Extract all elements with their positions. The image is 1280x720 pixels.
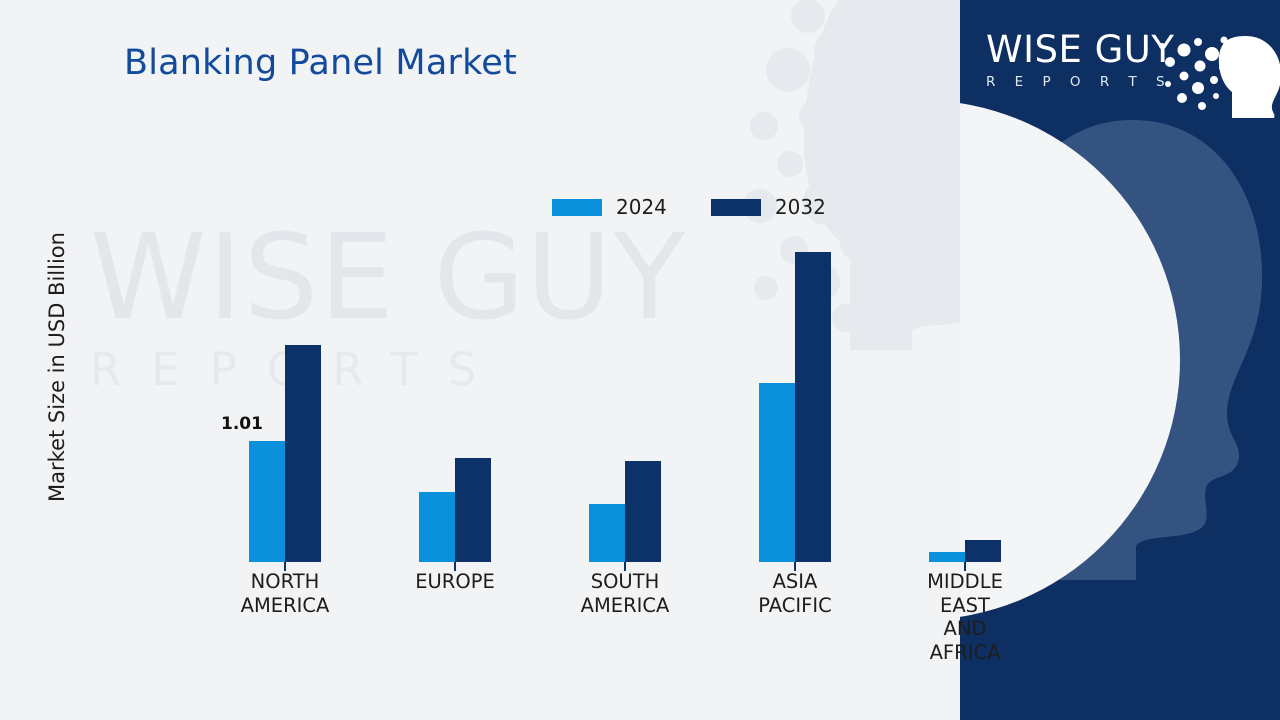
y-axis-label: Market Size in USD Billion [45, 232, 69, 502]
category-label-line: NORTH [250, 570, 320, 593]
bar-2032[interactable] [625, 461, 661, 562]
category-label-line: SOUTH [590, 570, 660, 593]
category-label-line: AMERICA [580, 593, 670, 617]
bar-group: ASIA PACIFIC [720, 200, 870, 617]
chart-plot-area: Market Size in USD Billion 1.01 NORTH AMER… [45, 200, 1003, 664]
bar-group: 1.01 NORTH AMERICA [210, 200, 360, 617]
category-label-line: AFRICA [929, 640, 1001, 664]
legend-label-2032: 2032 [774, 195, 826, 219]
category-label-line: MIDDLE [927, 570, 1003, 593]
axis-tick [624, 562, 626, 571]
bar-2032[interactable] [285, 345, 321, 562]
category-label: NORTH AMERICA [195, 570, 375, 617]
bar-pair [550, 200, 700, 562]
bar-groups-container: 1.01 NORTH AMERICA EUROPE SOUTH AMERICA ASIA PA… [100, 200, 1003, 664]
bar-2024[interactable] [419, 492, 455, 562]
bar-group: SOUTH AMERICA [550, 200, 700, 617]
category-label-line: PACIFIC [758, 593, 832, 617]
axis-tick [964, 562, 966, 571]
bar-2032[interactable] [795, 251, 831, 562]
axis-tick [454, 562, 456, 571]
axis-tick [284, 562, 286, 571]
bar-2024[interactable]: 1.01 [221, 414, 285, 562]
legend-label-2024: 2024 [616, 195, 667, 219]
legend-item-2024[interactable]: 2024 [552, 195, 667, 219]
brand-logo[interactable]: WISE GUY R E P O R T S [986, 28, 1280, 120]
chart-legend: 2024 2032 [552, 195, 826, 219]
category-label: MIDDLE EAST AND AFRICA [875, 570, 1055, 664]
bar-pair: 1.01 [210, 200, 360, 562]
bar-2032[interactable] [455, 457, 491, 562]
category-label-line: AMERICA [240, 593, 330, 617]
brand-logo-subtitle: R E P O R T S [986, 74, 1173, 90]
page-title: Blanking Panel Market [124, 43, 517, 83]
legend-swatch-2032 [710, 198, 761, 216]
bar-2024[interactable] [589, 504, 625, 562]
category-label: ASIA PACIFIC [705, 570, 885, 617]
bar-2024[interactable] [929, 552, 965, 562]
category-label: EUROPE [365, 570, 545, 594]
axis-tick [794, 562, 796, 571]
bar-pair [380, 200, 530, 562]
category-label-line: AND [943, 617, 987, 640]
bar-pair [720, 200, 870, 562]
category-label-line: EUROPE [415, 570, 495, 593]
brand-logo-wordmark: WISE GUY [986, 28, 1175, 71]
legend-item-2032[interactable]: 2032 [710, 195, 826, 219]
brand-logo-head-dots-icon [1159, 36, 1280, 118]
bar-group: MIDDLE EAST AND AFRICA [890, 200, 1040, 664]
bar-value-label: 1.01 [221, 413, 263, 434]
category-label-line: EAST [940, 593, 990, 617]
bar-pair [890, 200, 1040, 562]
brand-panel: WISE GUY R E P O R T S [960, 0, 1280, 720]
legend-swatch-2024 [552, 198, 602, 216]
bar-2024[interactable] [759, 383, 795, 562]
bar-2032[interactable] [965, 540, 1001, 562]
category-label: SOUTH AMERICA [535, 570, 715, 617]
bar-group: EUROPE [380, 200, 530, 593]
category-label-line: ASIA [772, 570, 818, 593]
